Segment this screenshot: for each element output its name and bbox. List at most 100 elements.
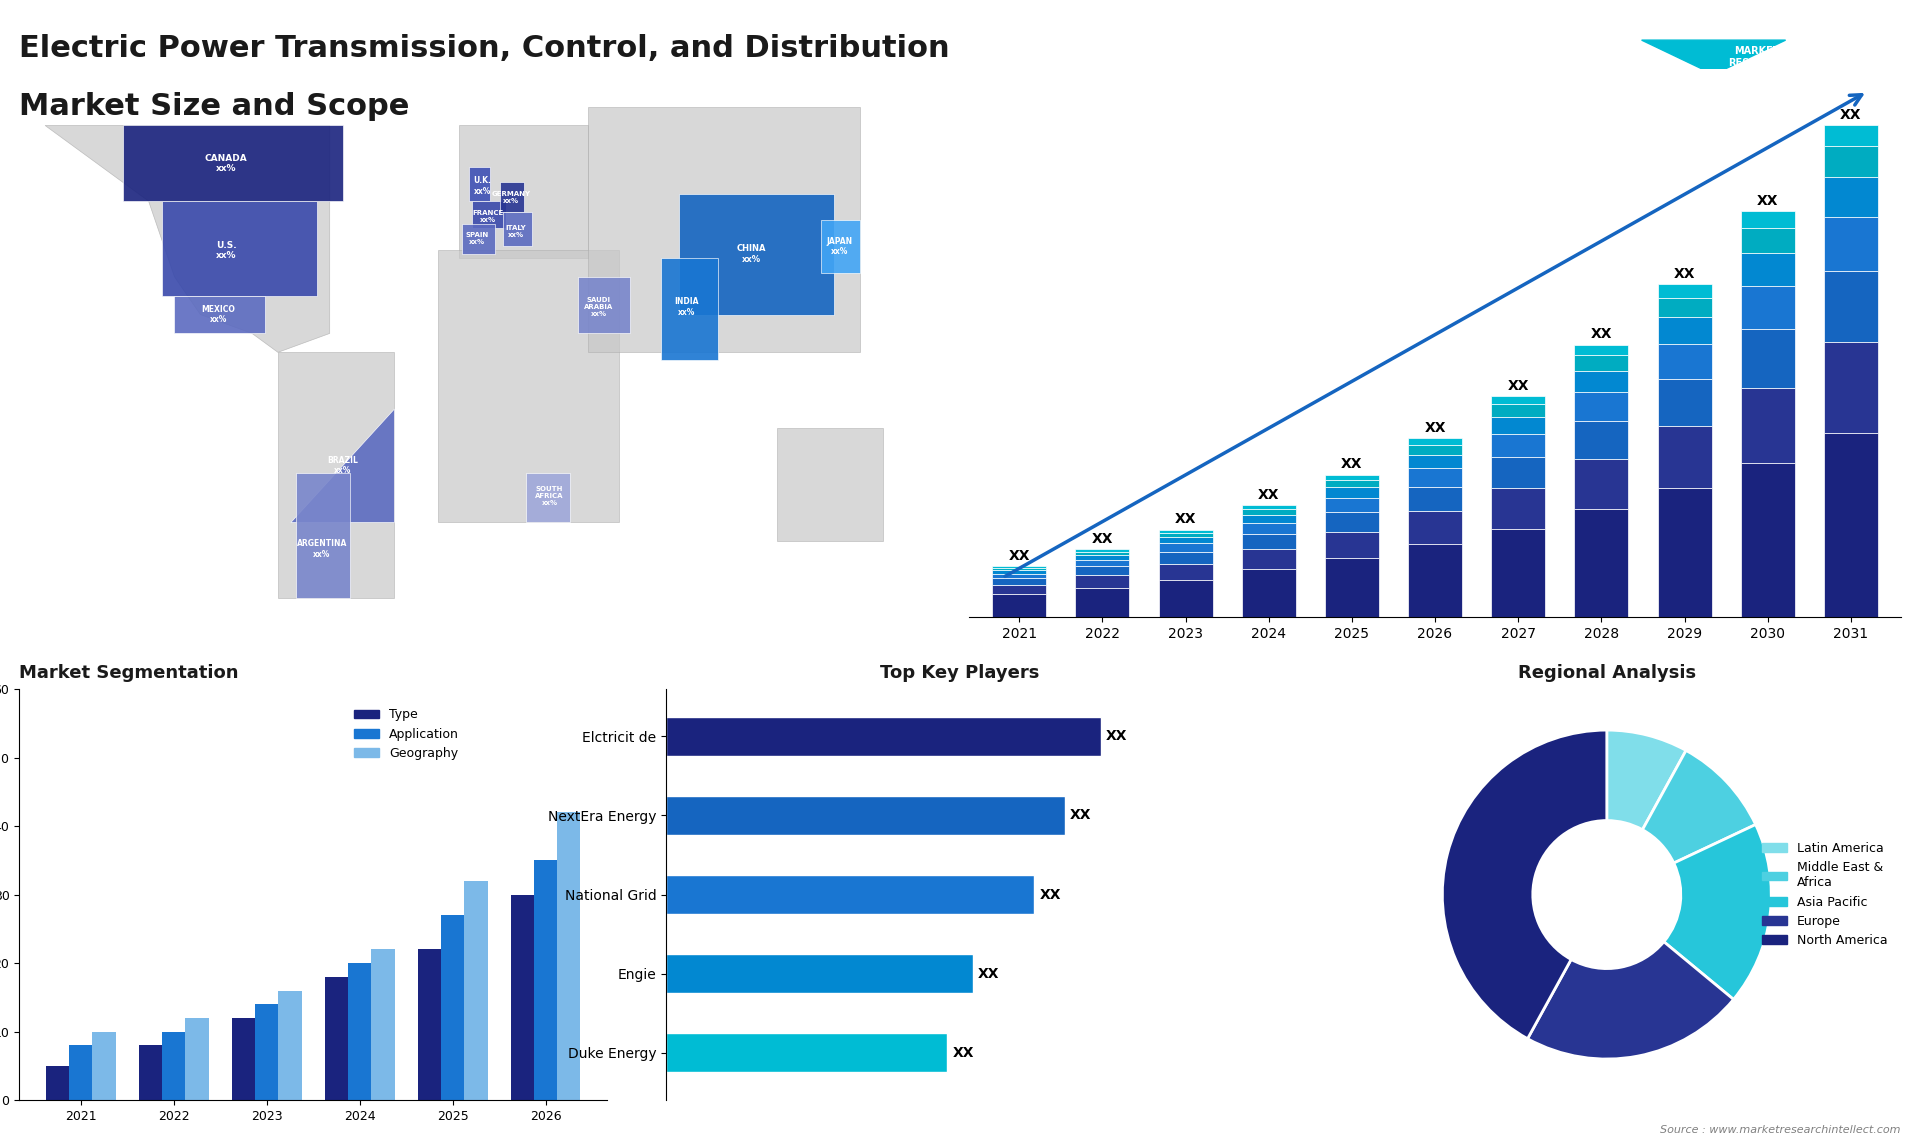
Bar [1158, 529, 1213, 533]
Polygon shape [123, 125, 342, 201]
Bar [1407, 455, 1463, 469]
Bar [138, 1045, 161, 1100]
Bar [1492, 488, 1546, 528]
Bar [1492, 405, 1546, 417]
Bar [1242, 509, 1296, 515]
Bar [1075, 588, 1129, 617]
Bar [1574, 345, 1628, 355]
Bar [1824, 126, 1878, 147]
Text: Source : www.marketresearchintellect.com: Source : www.marketresearchintellect.com [1661, 1124, 1901, 1135]
Bar [186, 1018, 209, 1100]
Bar [1242, 534, 1296, 549]
Text: XX: XX [1757, 194, 1778, 209]
Polygon shape [161, 201, 317, 296]
Polygon shape [526, 473, 570, 523]
Bar [1657, 378, 1711, 426]
Legend: Latin America, Middle East &
Africa, Asia Pacific, Europe, North America: Latin America, Middle East & Africa, Asi… [1757, 837, 1893, 952]
Text: XX: XX [1008, 549, 1029, 563]
Text: BRAZIL
xx%: BRAZIL xx% [326, 456, 357, 476]
Text: U.K.
xx%: U.K. xx% [474, 176, 492, 196]
Bar [1325, 480, 1379, 487]
Bar [993, 566, 1046, 568]
Bar [1242, 505, 1296, 509]
Polygon shape [660, 258, 718, 360]
Bar [666, 795, 1066, 835]
Text: Market Size and Scope: Market Size and Scope [19, 92, 409, 120]
Text: XX: XX [1674, 267, 1695, 281]
Bar [348, 963, 371, 1100]
Bar [1574, 392, 1628, 421]
Bar [993, 574, 1046, 579]
Bar [324, 976, 348, 1100]
Bar [666, 1033, 947, 1073]
Bar [1741, 228, 1795, 253]
Bar [1242, 523, 1296, 534]
Bar [1325, 558, 1379, 617]
Bar [557, 813, 580, 1100]
Bar [1325, 474, 1379, 480]
Bar [1657, 488, 1711, 617]
Bar [1657, 284, 1711, 298]
Polygon shape [278, 352, 394, 598]
Bar [1158, 533, 1213, 537]
Bar [46, 1066, 69, 1100]
Bar [1075, 575, 1129, 588]
Bar [1158, 564, 1213, 580]
Polygon shape [175, 296, 265, 333]
Bar [1492, 397, 1546, 405]
Bar [1657, 426, 1711, 488]
Bar [1242, 515, 1296, 523]
Bar [1407, 487, 1463, 511]
Bar [1824, 270, 1878, 343]
Text: XX: XX [1175, 512, 1196, 526]
Text: XX: XX [1590, 328, 1613, 342]
Title: Top Key Players: Top Key Players [879, 664, 1041, 682]
Text: ITALY
xx%: ITALY xx% [505, 225, 526, 238]
Bar [232, 1018, 255, 1100]
Bar [1824, 218, 1878, 270]
Bar [1574, 421, 1628, 460]
Text: SOUTH
AFRICA
xx%: SOUTH AFRICA xx% [536, 486, 564, 507]
Bar [1657, 344, 1711, 378]
Polygon shape [822, 220, 860, 273]
Bar [92, 1031, 115, 1100]
Text: ARGENTINA
xx%: ARGENTINA xx% [298, 540, 348, 558]
Polygon shape [459, 125, 588, 258]
Bar [161, 1031, 186, 1100]
Text: CANADA
xx%: CANADA xx% [205, 154, 248, 173]
Bar [1158, 543, 1213, 552]
Polygon shape [778, 427, 883, 541]
Polygon shape [472, 201, 505, 228]
Bar [993, 568, 1046, 571]
Bar [993, 586, 1046, 595]
Bar [666, 953, 973, 994]
Bar [69, 1045, 92, 1100]
Text: XX: XX [1258, 488, 1279, 502]
Polygon shape [501, 182, 524, 212]
Polygon shape [578, 276, 630, 333]
Bar [1657, 298, 1711, 317]
Text: XX: XX [1069, 808, 1091, 823]
Polygon shape [468, 167, 490, 201]
Bar [1741, 285, 1795, 329]
Bar [1492, 456, 1546, 488]
Polygon shape [292, 409, 394, 523]
Wedge shape [1665, 824, 1772, 999]
Text: XX: XX [1839, 108, 1862, 123]
Bar [1824, 147, 1878, 176]
Bar [1325, 487, 1379, 497]
Bar [1325, 497, 1379, 512]
Wedge shape [1607, 730, 1686, 830]
Bar [1741, 463, 1795, 617]
Bar [255, 1004, 278, 1100]
Bar [1407, 544, 1463, 617]
Wedge shape [1528, 942, 1734, 1059]
Polygon shape [461, 223, 495, 254]
Bar [1075, 551, 1129, 555]
Bar [419, 949, 442, 1100]
Bar [1741, 212, 1795, 228]
Bar [1075, 559, 1129, 566]
Text: XX: XX [1425, 421, 1446, 435]
Polygon shape [588, 107, 860, 352]
Bar [1242, 549, 1296, 570]
